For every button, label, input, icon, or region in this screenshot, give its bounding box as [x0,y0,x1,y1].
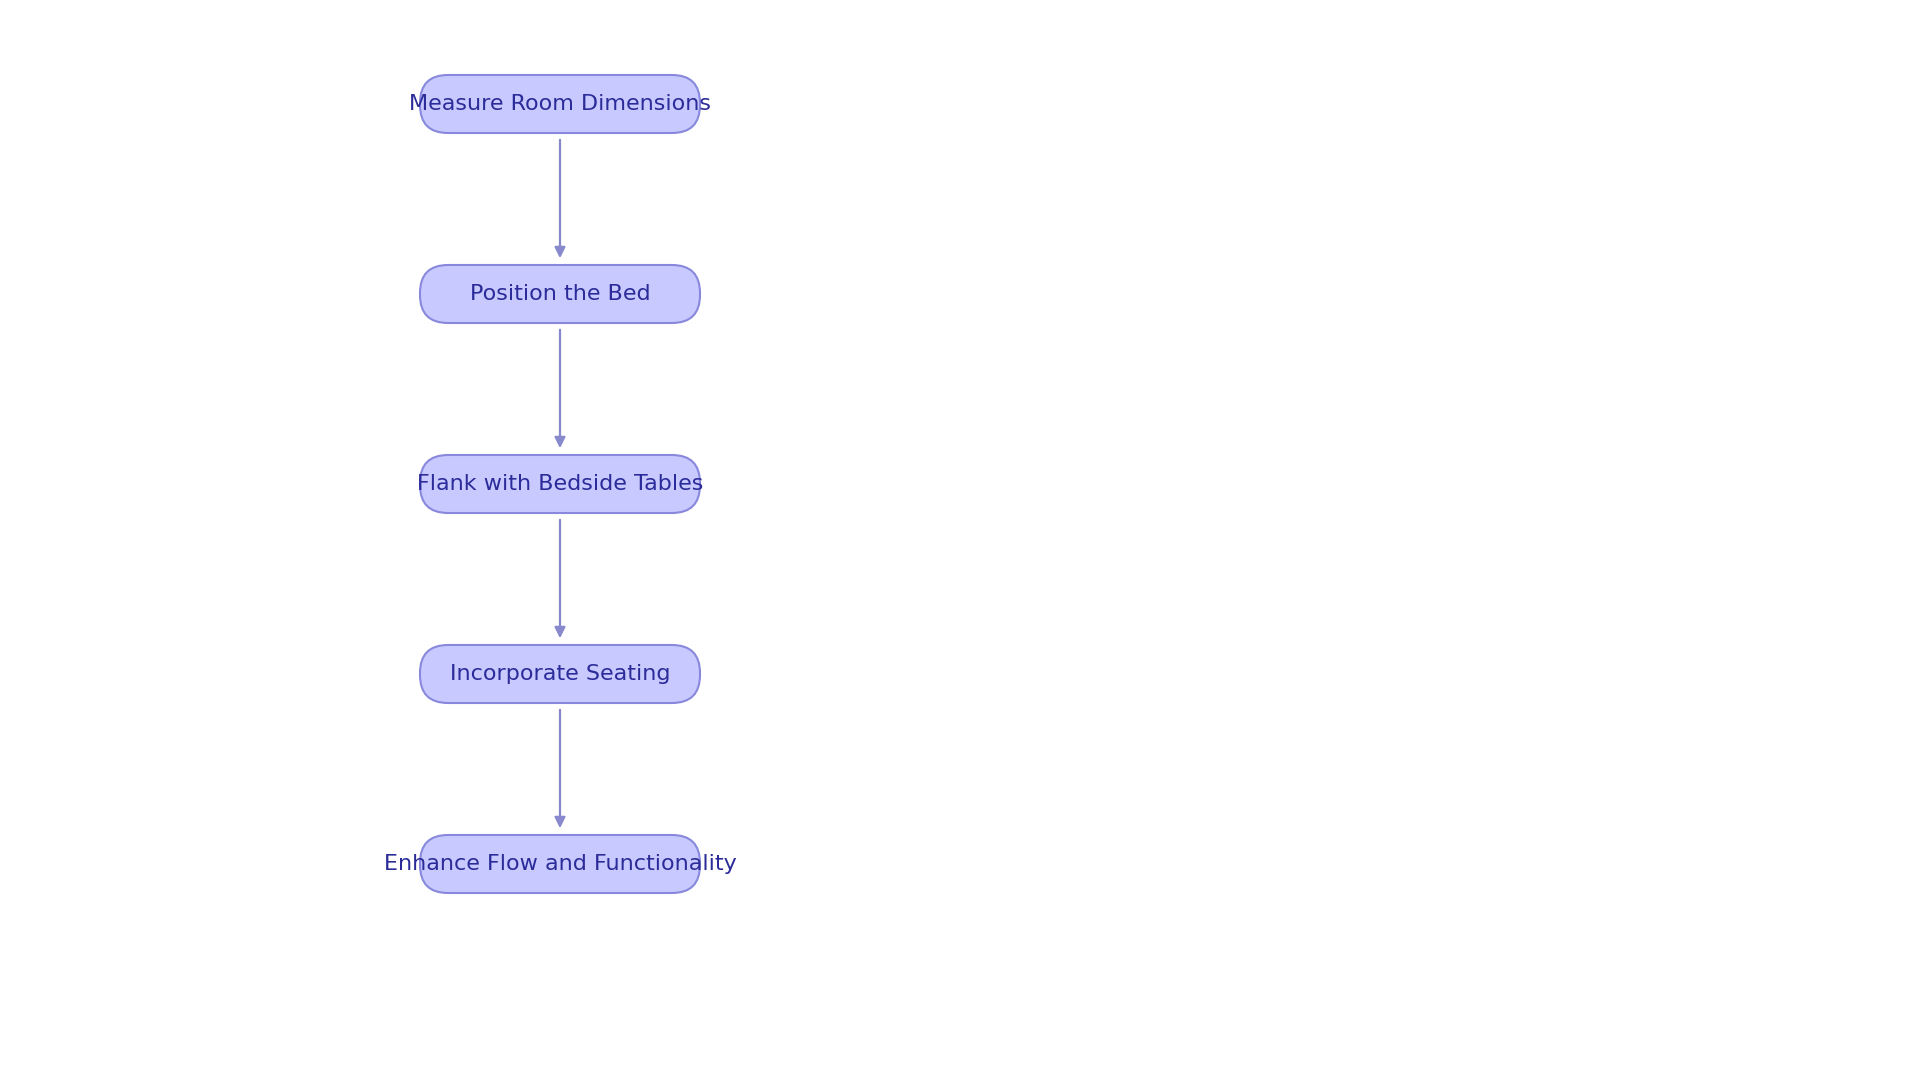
FancyBboxPatch shape [420,835,701,893]
FancyBboxPatch shape [420,455,701,513]
Text: Measure Room Dimensions: Measure Room Dimensions [409,94,710,114]
Text: Position the Bed: Position the Bed [470,284,651,304]
FancyBboxPatch shape [420,75,701,133]
Text: Flank with Bedside Tables: Flank with Bedside Tables [417,474,703,494]
FancyBboxPatch shape [420,645,701,703]
Text: Enhance Flow and Functionality: Enhance Flow and Functionality [384,854,737,874]
Text: Incorporate Seating: Incorporate Seating [449,664,670,684]
FancyBboxPatch shape [420,265,701,323]
